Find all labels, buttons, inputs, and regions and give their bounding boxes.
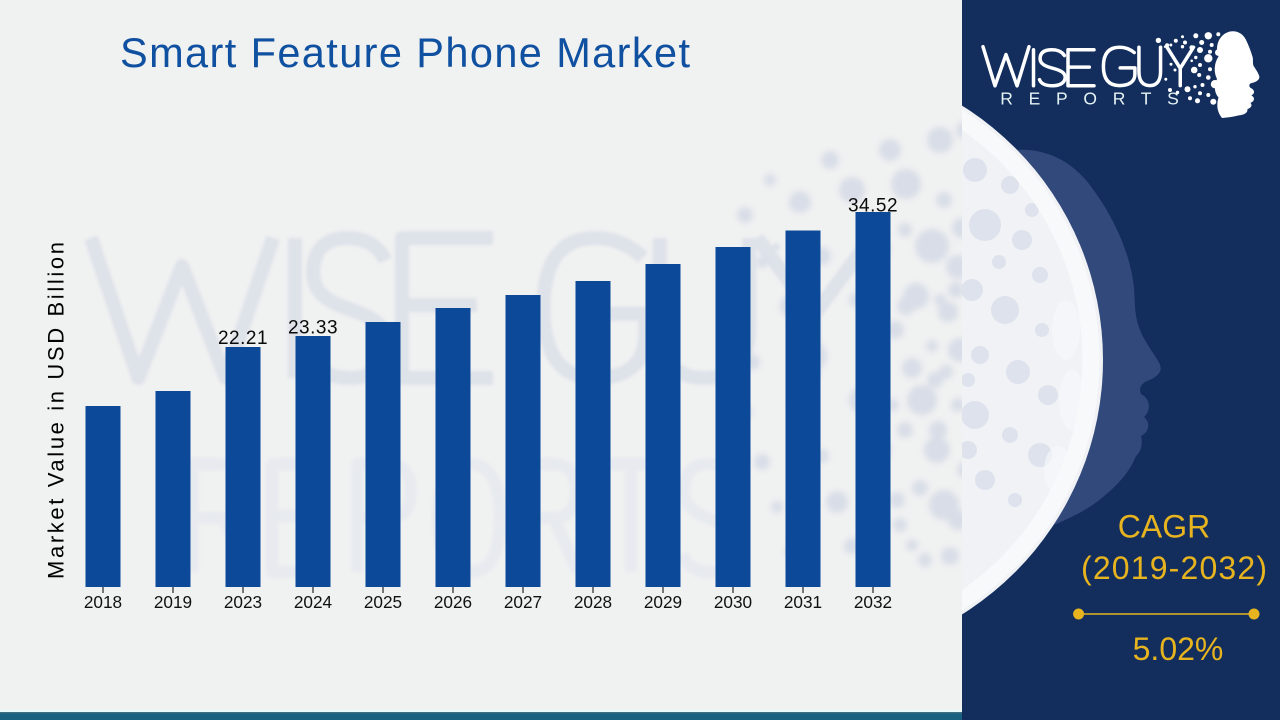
svg-text:CAGR: CAGR <box>1118 509 1210 545</box>
svg-text:REPORTS: REPORTS <box>1000 89 1194 109</box>
svg-text:(2019-2032): (2019-2032) <box>1081 550 1267 586</box>
svg-text:2018: 2018 <box>84 592 122 612</box>
svg-text:22.21: 22.21 <box>218 328 268 349</box>
svg-text:5.02%: 5.02% <box>1133 631 1224 667</box>
svg-text:Smart Feature Phone Market: Smart Feature Phone Market <box>120 29 690 76</box>
svg-text:2027: 2027 <box>504 592 542 612</box>
svg-text:2024: 2024 <box>294 592 333 612</box>
svg-text:2029: 2029 <box>644 592 682 612</box>
svg-text:2028: 2028 <box>574 592 612 612</box>
svg-text:2032: 2032 <box>854 592 892 612</box>
svg-text:2019: 2019 <box>154 592 192 612</box>
svg-text:2031: 2031 <box>784 592 822 612</box>
svg-text:2023: 2023 <box>224 592 262 612</box>
svg-text:23.33: 23.33 <box>288 318 338 339</box>
svg-text:34.52: 34.52 <box>848 196 898 217</box>
svg-text:2030: 2030 <box>714 592 752 612</box>
svg-text:2026: 2026 <box>434 592 472 612</box>
svg-text:2025: 2025 <box>364 592 402 612</box>
svg-text:Market Value in USD Billion: Market Value in USD Billion <box>44 242 69 579</box>
